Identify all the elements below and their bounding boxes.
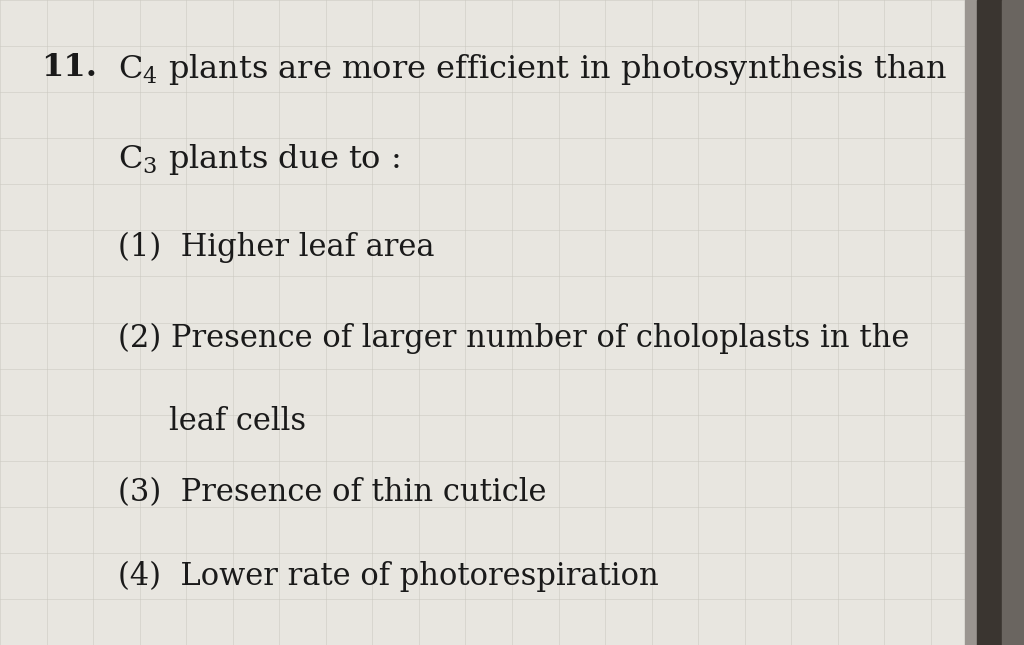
Text: $\mathregular{C_4}$ plants are more efficient in photosynthesis than: $\mathregular{C_4}$ plants are more effi…	[118, 52, 947, 86]
Text: (3)  Presence of thin cuticle: (3) Presence of thin cuticle	[118, 477, 546, 508]
Text: (2) Presence of larger number of choloplasts in the: (2) Presence of larger number of cholopl…	[118, 322, 909, 353]
Text: (1)  Higher leaf area: (1) Higher leaf area	[118, 232, 434, 263]
Text: 11.: 11.	[41, 52, 97, 83]
Bar	[977, 0, 1002, 645]
Text: $\mathregular{C_3}$ plants due to :: $\mathregular{C_3}$ plants due to :	[118, 142, 399, 177]
Bar	[1002, 0, 1024, 645]
Bar	[965, 0, 977, 645]
Text: leaf cells: leaf cells	[169, 406, 306, 437]
Text: (4)  Lower rate of photorespiration: (4) Lower rate of photorespiration	[118, 561, 658, 592]
